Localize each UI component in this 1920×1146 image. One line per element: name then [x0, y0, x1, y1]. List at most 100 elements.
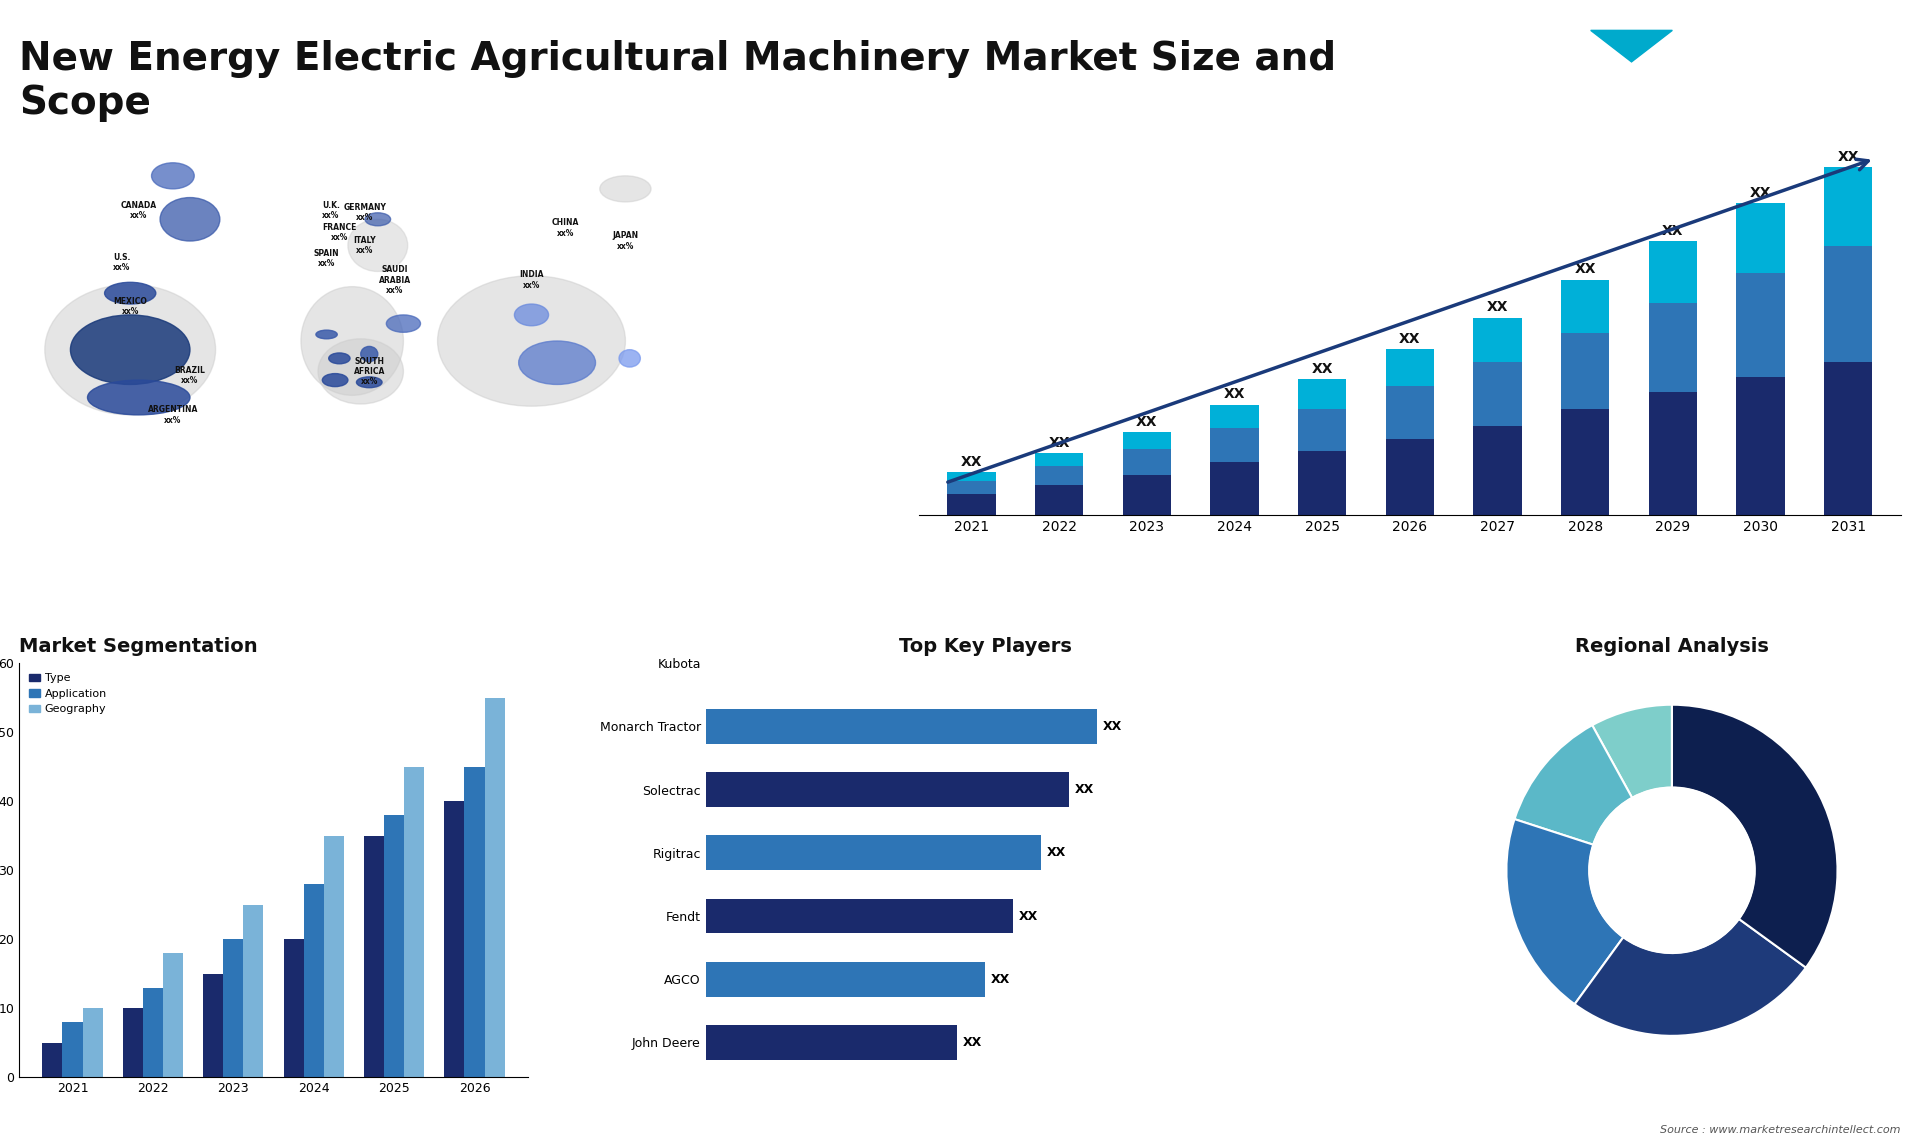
Bar	[1649, 392, 1697, 515]
Ellipse shape	[44, 284, 215, 415]
Bar	[947, 472, 996, 481]
Ellipse shape	[348, 219, 407, 272]
Bar	[947, 481, 996, 494]
Text: MARKET
RESEARCH
INTELLECT: MARKET RESEARCH INTELLECT	[1701, 47, 1774, 89]
Text: Market Segmentation: Market Segmentation	[19, 637, 257, 657]
Text: New Energy Electric Agricultural Machinery Market Size and
Scope: New Energy Electric Agricultural Machine…	[19, 40, 1336, 123]
Text: XX: XX	[1102, 720, 1121, 733]
Bar	[1736, 377, 1784, 515]
Polygon shape	[1590, 31, 1672, 62]
Text: U.K.
xx%: U.K. xx%	[323, 201, 340, 220]
Bar	[465, 767, 484, 1077]
Bar	[204, 974, 223, 1077]
Bar	[1736, 273, 1784, 377]
Text: JAPAN
xx%: JAPAN xx%	[612, 231, 639, 251]
Bar	[707, 1025, 958, 1060]
Bar	[1649, 303, 1697, 392]
Bar	[1386, 439, 1434, 515]
Bar	[1210, 427, 1260, 462]
Bar	[303, 884, 324, 1077]
Title: Top Key Players: Top Key Players	[899, 637, 1071, 657]
Text: XX: XX	[1574, 262, 1596, 276]
Ellipse shape	[518, 342, 595, 384]
Ellipse shape	[386, 315, 420, 332]
Bar	[123, 1008, 142, 1077]
Text: XX: XX	[1046, 847, 1066, 860]
Text: XX: XX	[1048, 437, 1069, 450]
Text: INDIA
xx%: INDIA xx%	[518, 270, 543, 290]
Ellipse shape	[328, 353, 349, 363]
Bar	[1386, 350, 1434, 385]
Text: XX: XX	[964, 1036, 983, 1049]
Bar	[1123, 474, 1171, 515]
Ellipse shape	[152, 163, 194, 189]
Ellipse shape	[71, 315, 190, 384]
Bar	[142, 988, 163, 1077]
Ellipse shape	[104, 282, 156, 304]
Bar	[1561, 280, 1609, 332]
Bar	[1649, 242, 1697, 303]
Text: XX: XX	[960, 455, 983, 469]
Text: FRANCE
xx%: FRANCE xx%	[323, 222, 357, 242]
Bar	[1561, 409, 1609, 515]
Ellipse shape	[88, 380, 190, 415]
Wedge shape	[1672, 705, 1837, 967]
Bar	[1473, 426, 1523, 515]
Bar	[1824, 245, 1872, 362]
Bar	[484, 698, 505, 1077]
Bar	[1210, 462, 1260, 515]
Bar	[223, 940, 244, 1077]
Ellipse shape	[361, 346, 378, 362]
Text: XX: XX	[1075, 783, 1094, 796]
Circle shape	[1590, 787, 1755, 953]
Text: BRAZIL
xx%: BRAZIL xx%	[175, 366, 205, 385]
Bar	[1824, 362, 1872, 515]
Bar	[947, 494, 996, 515]
Ellipse shape	[438, 276, 626, 406]
Bar	[1736, 203, 1784, 273]
Text: XX: XX	[1020, 910, 1039, 923]
Text: ITALY
xx%: ITALY xx%	[353, 236, 376, 256]
Text: XX: XX	[991, 973, 1010, 986]
Ellipse shape	[599, 175, 651, 202]
Text: XX: XX	[1663, 225, 1684, 238]
Bar	[1298, 452, 1346, 515]
Ellipse shape	[319, 339, 403, 405]
Bar	[707, 835, 1041, 870]
Bar	[1824, 167, 1872, 245]
Ellipse shape	[159, 197, 221, 241]
Bar	[707, 709, 1098, 744]
Text: ARGENTINA
xx%: ARGENTINA xx%	[148, 406, 198, 424]
Ellipse shape	[618, 350, 641, 367]
Text: CANADA
xx%: CANADA xx%	[121, 201, 157, 220]
Bar	[1386, 385, 1434, 439]
Bar	[83, 1008, 102, 1077]
Bar	[63, 1022, 83, 1077]
Text: SAUDI
ARABIA
xx%: SAUDI ARABIA xx%	[378, 265, 411, 295]
Bar	[365, 835, 384, 1077]
Legend: Type, Application, Geography: Type, Application, Geography	[25, 669, 111, 719]
Bar	[1123, 432, 1171, 449]
Bar	[1473, 362, 1523, 426]
Bar	[707, 898, 1014, 933]
Text: U.S.
xx%: U.S. xx%	[113, 253, 131, 273]
Ellipse shape	[301, 286, 403, 395]
Wedge shape	[1574, 919, 1807, 1036]
Wedge shape	[1507, 819, 1622, 1004]
Bar	[1123, 449, 1171, 474]
Ellipse shape	[317, 330, 338, 339]
Text: SPAIN
xx%: SPAIN xx%	[313, 249, 340, 268]
Bar	[1298, 379, 1346, 409]
Text: XX: XX	[1223, 387, 1246, 401]
Text: SOUTH
AFRICA
xx%: SOUTH AFRICA xx%	[353, 356, 384, 386]
Text: XX: XX	[1486, 300, 1509, 314]
Bar	[707, 772, 1069, 807]
Ellipse shape	[365, 213, 390, 226]
Text: CHINA
xx%: CHINA xx%	[551, 218, 580, 237]
Bar	[1035, 466, 1083, 485]
Wedge shape	[1592, 705, 1672, 798]
Bar	[403, 767, 424, 1077]
Ellipse shape	[323, 374, 348, 386]
Text: Source : www.marketresearchintellect.com: Source : www.marketresearchintellect.com	[1661, 1124, 1901, 1135]
Bar	[444, 801, 465, 1077]
